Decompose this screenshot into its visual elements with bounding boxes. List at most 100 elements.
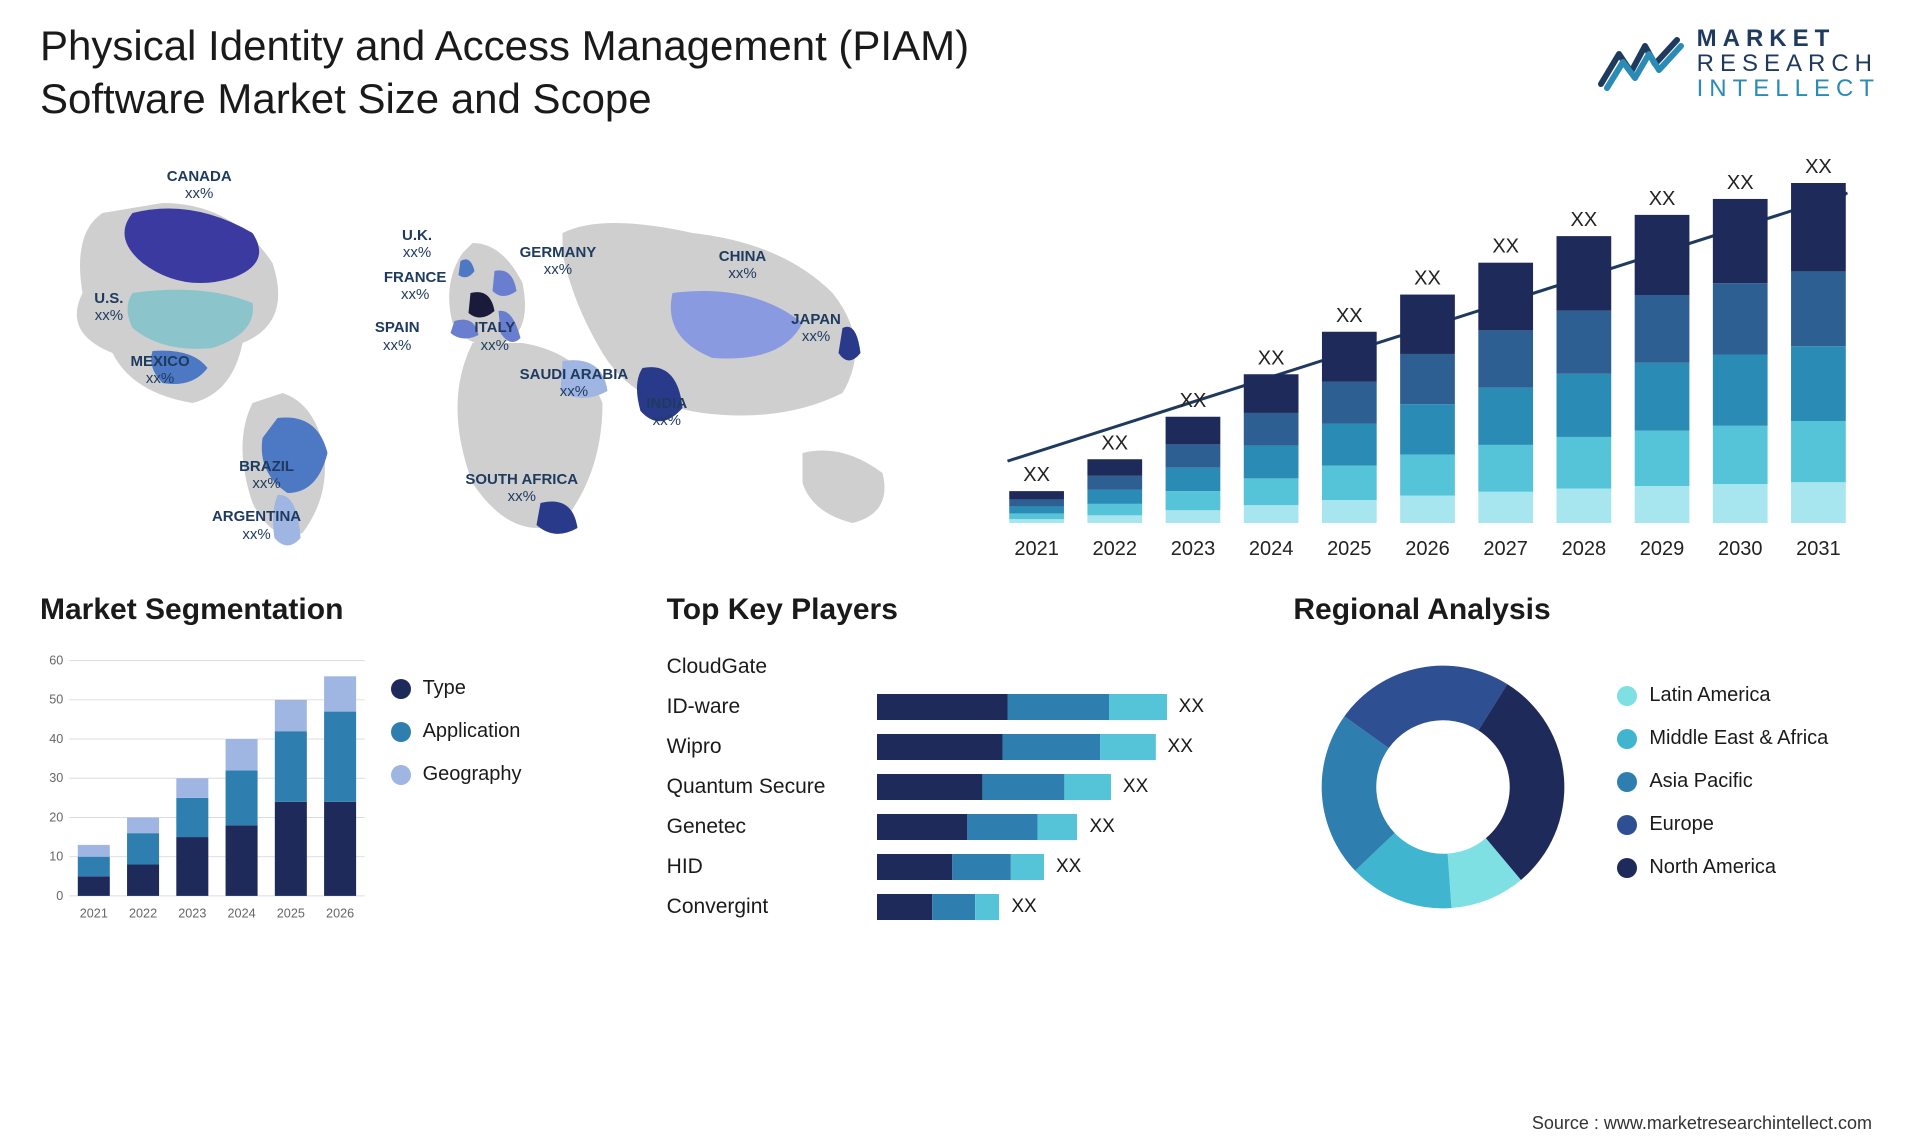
trend-bar [1635, 486, 1690, 523]
regional-panel: Regional Analysis Latin AmericaMiddle Ea… [1293, 593, 1880, 933]
trend-year-label: 2031 [1796, 538, 1841, 560]
map-label-saudi-arabia: SAUDI ARABIAxx% [520, 366, 629, 401]
seg-ytick: 10 [49, 850, 63, 864]
seg-legend-label: Application [423, 720, 521, 743]
logo-text-1: MARKET [1697, 26, 1880, 51]
map-label-brazil: BRAZILxx% [239, 458, 294, 493]
trend-bar-label: XX [1571, 209, 1598, 231]
trend-bar [1087, 490, 1142, 504]
regional-legend-item: North America [1617, 856, 1880, 879]
map-label-mexico: MEXICOxx% [131, 353, 190, 388]
trend-bar-label: XX [1805, 156, 1832, 178]
logo-text-3: INTELLECT [1697, 76, 1880, 101]
player-value: XX [1179, 696, 1204, 718]
player-bar [877, 734, 1156, 760]
map-label-canada: CANADAxx% [167, 168, 232, 203]
trend-bar [1400, 454, 1455, 495]
legend-dot-icon [1617, 772, 1637, 792]
trend-year-label: 2023 [1171, 538, 1216, 560]
trend-bar [1244, 374, 1299, 413]
player-name: ID-ware [667, 687, 867, 727]
legend-dot-icon [391, 679, 411, 699]
seg-bar [176, 798, 208, 837]
legend-dot-icon [1617, 686, 1637, 706]
source-text: Source : www.marketresearchintellect.com [1532, 1113, 1872, 1134]
trend-year-label: 2021 [1014, 538, 1059, 560]
players-panel: Top Key Players CloudGateID-wareWiproQua… [667, 593, 1254, 933]
trend-bar [1791, 271, 1846, 346]
trend-bar-label: XX [1258, 347, 1285, 369]
trend-bar [1009, 519, 1064, 523]
player-value: XX [1089, 816, 1114, 838]
map-label-u-s-: U.S.xx% [94, 290, 123, 325]
trend-bar [1166, 417, 1221, 445]
regional-legend-item: Asia Pacific [1617, 770, 1880, 793]
seg-ytick: 20 [49, 810, 63, 824]
player-row: XX [877, 807, 1254, 847]
player-bar [877, 774, 1111, 800]
trend-bar [1322, 332, 1377, 382]
players-bars: XXXXXXXXXXXX [877, 647, 1254, 927]
trend-bar [1087, 504, 1142, 515]
regional-title: Regional Analysis [1293, 593, 1880, 627]
map-label-france: FRANCExx% [384, 269, 447, 304]
seg-legend-item: Geography [391, 763, 627, 786]
player-bar [877, 854, 1044, 880]
seg-legend-label: Geography [423, 763, 522, 786]
player-name: Genetec [667, 807, 867, 847]
regional-legend-item: Middle East & Africa [1617, 727, 1880, 750]
legend-dot-icon [1617, 729, 1637, 749]
trend-bar-label: XX [1727, 172, 1754, 194]
trend-bar [1400, 496, 1455, 523]
trend-bar [1478, 492, 1533, 523]
legend-dot-icon [391, 765, 411, 785]
trend-bar [1166, 491, 1221, 510]
player-row [877, 647, 1254, 687]
seg-year: 2023 [178, 906, 206, 920]
trend-bar [1557, 236, 1612, 311]
map-label-spain: SPAINxx% [375, 319, 420, 354]
trend-bar [1166, 444, 1221, 467]
seg-ytick: 50 [49, 693, 63, 707]
seg-ytick: 60 [49, 653, 63, 667]
trend-bar [1635, 295, 1690, 363]
segmentation-title: Market Segmentation [40, 593, 627, 627]
trend-bar [1713, 354, 1768, 425]
player-bar [877, 814, 1078, 840]
page-title: Physical Identity and Access Management … [40, 20, 1090, 125]
trend-bar [1635, 431, 1690, 486]
trend-bar-label: XX [1414, 268, 1441, 290]
trend-bar [1478, 388, 1533, 445]
player-name: HID [667, 847, 867, 887]
seg-bar [275, 700, 307, 731]
trend-bar [1244, 446, 1299, 479]
player-row: XX [877, 767, 1254, 807]
seg-bar [324, 712, 356, 802]
seg-ytick: 30 [49, 771, 63, 785]
seg-bar [324, 676, 356, 711]
seg-bar [78, 857, 110, 877]
player-name: CloudGate [667, 647, 867, 687]
player-name: Convergint [667, 887, 867, 927]
seg-bar [275, 731, 307, 802]
trend-bar [1713, 426, 1768, 484]
logo-text-2: RESEARCH [1697, 51, 1880, 76]
seg-year: 2024 [228, 906, 256, 920]
trend-year-label: 2026 [1405, 538, 1450, 560]
seg-legend-item: Type [391, 677, 627, 700]
trend-bar [1478, 445, 1533, 492]
legend-dot-icon [391, 722, 411, 742]
trend-bar [1400, 354, 1455, 404]
segmentation-chart: 0102030405060202120222023202420252026 [40, 647, 371, 927]
seg-bar [226, 825, 258, 896]
regional-legend-label: Europe [1649, 813, 1714, 836]
seg-legend-item: Application [391, 720, 627, 743]
trend-chart: XX2021XX2022XX2023XX2024XX2025XX2026XX20… [975, 143, 1880, 563]
player-value: XX [1011, 896, 1036, 918]
seg-bar [176, 837, 208, 896]
player-row: XX [877, 887, 1254, 927]
player-row: XX [877, 847, 1254, 887]
trend-bar [1635, 363, 1690, 431]
world-map: CANADAxx%U.S.xx%MEXICOxx%BRAZILxx%ARGENT… [40, 143, 945, 563]
trend-bar [1087, 476, 1142, 490]
